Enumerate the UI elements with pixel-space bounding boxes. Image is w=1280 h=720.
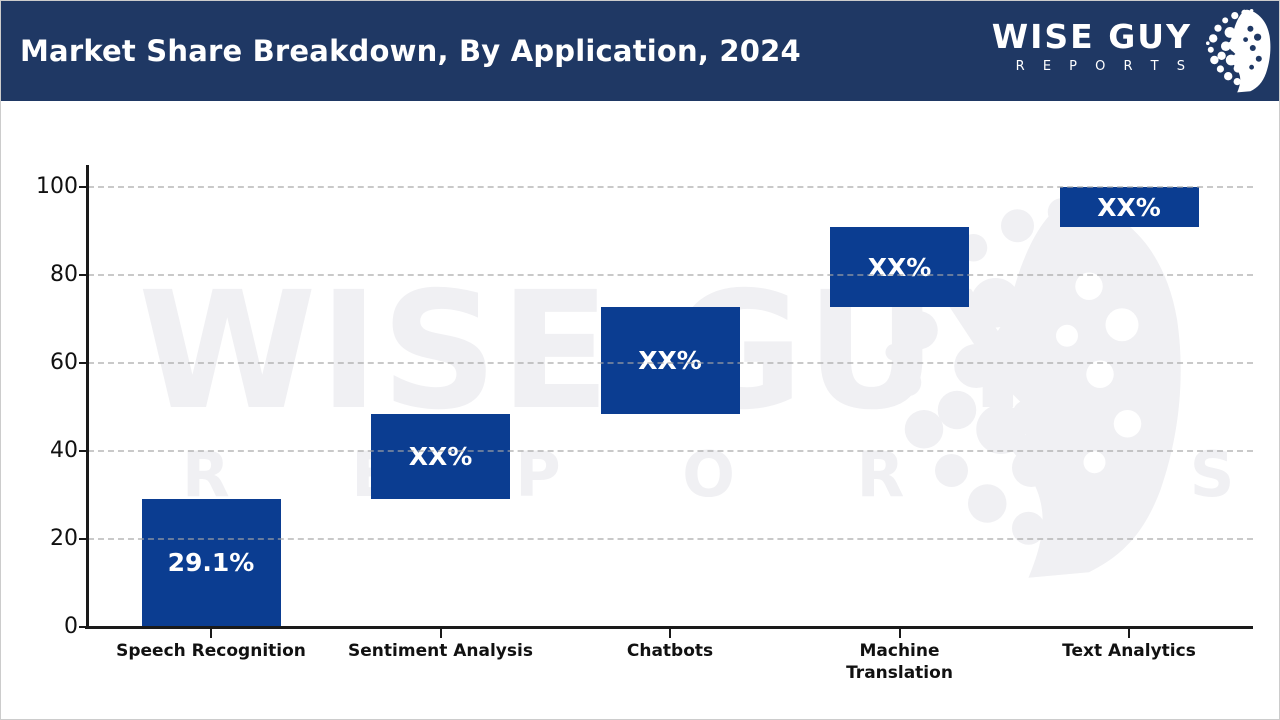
y-tick-label-100: 100: [36, 174, 78, 199]
gridline-80: [88, 274, 1253, 276]
y-tick-60: [79, 362, 88, 364]
bar-value-label: XX%: [638, 345, 702, 375]
y-axis: [86, 165, 89, 629]
bar-value-label: 29.1%: [167, 548, 255, 578]
bar-speech-recognition: 29.1%: [141, 498, 281, 627]
bar-machine-translation: XX%: [830, 227, 969, 308]
gridline-100: [88, 186, 1253, 188]
y-tick-label-20: 20: [50, 526, 78, 551]
y-tick-label-40: 40: [50, 438, 78, 463]
x-tick-label-1: Sentiment Analysis: [348, 641, 533, 661]
x-tick-3: [898, 629, 901, 638]
x-axis: [85, 626, 1253, 629]
chart-title: Market Share Breakdown, By Application, …: [20, 33, 801, 68]
logo-subtitle: R E P O R T S: [1015, 59, 1192, 74]
x-tick-label-3: Machine Translation: [846, 641, 953, 684]
y-tick-0: [79, 626, 88, 628]
x-tick-label-0: Speech Recognition: [116, 641, 306, 661]
x-tick-label-4: Text Analytics: [1062, 641, 1196, 661]
y-tick-label-60: 60: [50, 350, 78, 375]
header-bar: Market Share Breakdown, By Application, …: [0, 0, 1280, 101]
gridline-60: [88, 362, 1253, 364]
y-tick-40: [79, 450, 88, 452]
bar-value-label: XX%: [867, 252, 932, 282]
logo-face-icon: [1206, 9, 1271, 93]
bar-text-analytics: XX%: [1059, 187, 1199, 228]
bar-value-label: XX%: [408, 441, 473, 471]
y-tick-label-80: 80: [50, 262, 78, 287]
gridline-40: [88, 450, 1253, 452]
bar-chatbots: XX%: [600, 307, 740, 414]
y-tick-label-0: 0: [64, 614, 78, 639]
y-tick-100: [79, 186, 88, 188]
bar-value-label: XX%: [1097, 192, 1161, 222]
wise-guy-reports-logo: WISE GUY R E P O R T S: [992, 20, 1192, 73]
x-tick-2: [669, 629, 671, 638]
x-tick-label-2: Chatbots: [626, 641, 714, 661]
gridline-20: [88, 538, 1253, 540]
y-tick-80: [79, 274, 88, 276]
bar-sentiment-analysis: XX%: [371, 413, 510, 499]
y-tick-20: [79, 538, 88, 540]
x-tick-4: [1128, 629, 1130, 638]
logo-wordmark: WISE GUY: [991, 17, 1192, 56]
x-tick-1: [439, 629, 442, 638]
x-tick-0: [210, 629, 212, 638]
